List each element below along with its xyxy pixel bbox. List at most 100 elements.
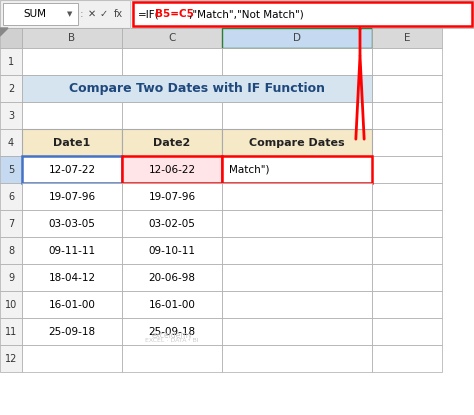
Text: 19-07-96: 19-07-96 — [48, 191, 96, 202]
Text: exceldemy: exceldemy — [151, 331, 192, 340]
FancyBboxPatch shape — [0, 318, 22, 345]
FancyBboxPatch shape — [122, 291, 222, 318]
FancyBboxPatch shape — [122, 264, 222, 291]
Text: 3: 3 — [8, 110, 14, 120]
Text: D: D — [293, 33, 301, 43]
FancyBboxPatch shape — [372, 264, 442, 291]
FancyBboxPatch shape — [222, 264, 372, 291]
FancyBboxPatch shape — [0, 102, 22, 129]
Text: 7: 7 — [8, 219, 14, 229]
FancyBboxPatch shape — [133, 2, 472, 26]
FancyBboxPatch shape — [122, 102, 222, 129]
FancyBboxPatch shape — [22, 129, 122, 156]
FancyBboxPatch shape — [22, 210, 122, 237]
Text: ▼: ▼ — [67, 11, 73, 17]
Text: ,"Match","Not Match"): ,"Match","Not Match") — [189, 9, 304, 19]
FancyBboxPatch shape — [122, 183, 222, 210]
FancyBboxPatch shape — [122, 210, 222, 237]
FancyBboxPatch shape — [122, 129, 222, 156]
FancyBboxPatch shape — [22, 48, 122, 75]
Text: 16-01-00: 16-01-00 — [48, 300, 95, 310]
FancyBboxPatch shape — [372, 75, 442, 102]
FancyBboxPatch shape — [372, 291, 442, 318]
Text: =IF(: =IF( — [138, 9, 160, 19]
FancyBboxPatch shape — [222, 318, 372, 345]
FancyBboxPatch shape — [222, 318, 372, 345]
FancyBboxPatch shape — [0, 210, 22, 237]
FancyBboxPatch shape — [222, 156, 372, 183]
FancyBboxPatch shape — [3, 3, 78, 25]
FancyBboxPatch shape — [222, 210, 372, 237]
FancyBboxPatch shape — [372, 28, 442, 48]
FancyBboxPatch shape — [122, 28, 222, 48]
FancyBboxPatch shape — [122, 318, 222, 345]
Text: 11: 11 — [5, 327, 17, 337]
FancyBboxPatch shape — [0, 264, 22, 291]
FancyBboxPatch shape — [222, 102, 372, 129]
Text: 25-09-18: 25-09-18 — [48, 327, 96, 337]
FancyBboxPatch shape — [0, 237, 22, 264]
FancyBboxPatch shape — [22, 75, 372, 102]
FancyBboxPatch shape — [0, 75, 22, 102]
Text: 03-03-05: 03-03-05 — [48, 219, 95, 229]
FancyBboxPatch shape — [122, 291, 222, 318]
FancyBboxPatch shape — [372, 318, 442, 345]
Text: 12-06-22: 12-06-22 — [148, 164, 196, 174]
FancyBboxPatch shape — [0, 0, 474, 28]
Text: Match"): Match") — [229, 164, 270, 174]
Text: 4: 4 — [8, 137, 14, 147]
FancyBboxPatch shape — [222, 183, 372, 210]
FancyBboxPatch shape — [22, 291, 122, 318]
Text: 5: 5 — [8, 164, 14, 174]
Text: fx: fx — [113, 9, 123, 19]
FancyBboxPatch shape — [122, 210, 222, 237]
FancyBboxPatch shape — [122, 237, 222, 264]
FancyBboxPatch shape — [222, 28, 372, 48]
FancyBboxPatch shape — [372, 210, 442, 237]
Text: B: B — [68, 33, 75, 43]
FancyBboxPatch shape — [22, 156, 122, 183]
FancyBboxPatch shape — [372, 48, 442, 75]
FancyBboxPatch shape — [222, 237, 372, 264]
Text: 9: 9 — [8, 273, 14, 283]
Text: EXCEL · DATA · BI: EXCEL · DATA · BI — [145, 339, 199, 344]
FancyBboxPatch shape — [122, 318, 222, 345]
FancyBboxPatch shape — [0, 291, 22, 318]
FancyBboxPatch shape — [122, 237, 222, 264]
FancyBboxPatch shape — [222, 210, 372, 237]
Text: 09-10-11: 09-10-11 — [148, 246, 195, 256]
Text: ✕: ✕ — [88, 9, 96, 19]
FancyBboxPatch shape — [22, 183, 122, 210]
FancyBboxPatch shape — [222, 237, 372, 264]
Text: 16-01-00: 16-01-00 — [148, 300, 195, 310]
Text: 1: 1 — [8, 56, 14, 66]
FancyBboxPatch shape — [372, 156, 442, 183]
FancyBboxPatch shape — [372, 183, 442, 210]
FancyBboxPatch shape — [372, 129, 442, 156]
FancyBboxPatch shape — [372, 237, 442, 264]
Text: SUM: SUM — [23, 9, 46, 19]
FancyBboxPatch shape — [222, 129, 372, 156]
Text: C: C — [168, 33, 176, 43]
FancyBboxPatch shape — [222, 291, 372, 318]
FancyBboxPatch shape — [122, 183, 222, 210]
FancyBboxPatch shape — [222, 129, 372, 156]
FancyBboxPatch shape — [0, 129, 22, 156]
Text: 12: 12 — [5, 354, 17, 364]
FancyBboxPatch shape — [222, 291, 372, 318]
FancyBboxPatch shape — [222, 156, 372, 183]
FancyBboxPatch shape — [22, 264, 122, 291]
Text: Compare Two Dates with IF Function: Compare Two Dates with IF Function — [69, 82, 325, 95]
FancyBboxPatch shape — [122, 48, 222, 75]
FancyBboxPatch shape — [22, 237, 122, 264]
FancyBboxPatch shape — [222, 48, 372, 75]
FancyBboxPatch shape — [22, 28, 122, 48]
FancyBboxPatch shape — [22, 237, 122, 264]
FancyBboxPatch shape — [22, 210, 122, 237]
FancyBboxPatch shape — [0, 28, 22, 48]
Text: Date1: Date1 — [54, 137, 91, 147]
Text: Compare Dates: Compare Dates — [249, 137, 345, 147]
Text: :: : — [80, 9, 84, 19]
FancyBboxPatch shape — [0, 156, 22, 183]
FancyBboxPatch shape — [22, 264, 122, 291]
